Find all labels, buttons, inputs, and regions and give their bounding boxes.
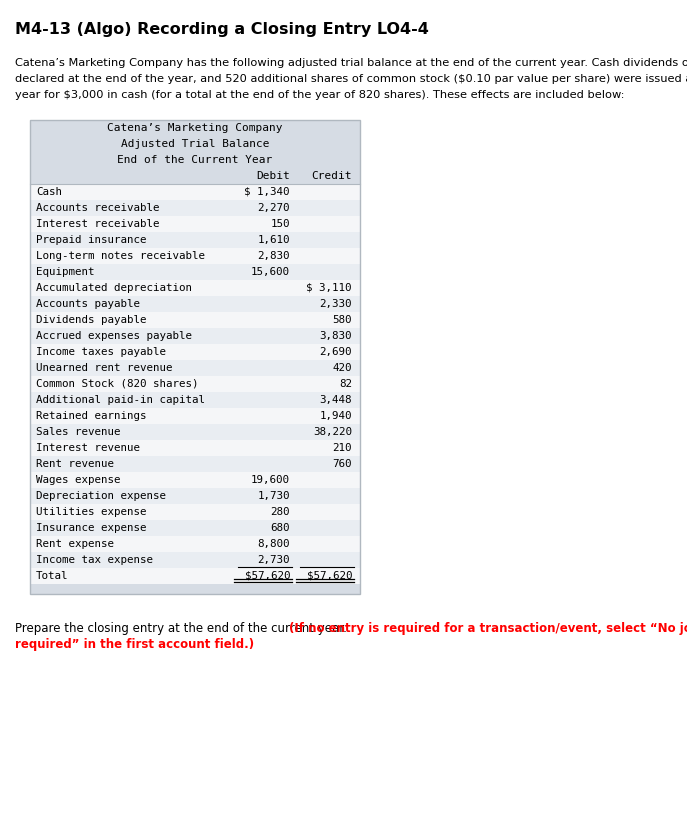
Text: Accounts receivable: Accounts receivable: [36, 203, 159, 213]
Text: End of the Current Year: End of the Current Year: [117, 155, 273, 165]
Text: 680: 680: [271, 523, 290, 533]
Text: Accrued expenses payable: Accrued expenses payable: [36, 331, 192, 341]
Bar: [30, 248, 360, 264]
Bar: [30, 120, 360, 594]
Text: year for $3,000 in cash (for a total at the end of the year of 820 shares). Thes: year for $3,000 in cash (for a total at …: [15, 90, 624, 100]
Text: 3,830: 3,830: [319, 331, 352, 341]
Text: $57,620: $57,620: [306, 571, 352, 581]
Text: Catena’s Marketing Company: Catena’s Marketing Company: [107, 123, 283, 133]
Bar: [30, 184, 360, 200]
Bar: [30, 536, 360, 552]
Bar: [30, 552, 360, 568]
Text: Unearned rent revenue: Unearned rent revenue: [36, 363, 172, 373]
Text: Utilities expense: Utilities expense: [36, 507, 146, 517]
Text: 1,610: 1,610: [258, 235, 290, 245]
Text: 1,730: 1,730: [258, 491, 290, 501]
Bar: [30, 344, 360, 360]
Text: 580: 580: [333, 315, 352, 325]
Text: Insurance expense: Insurance expense: [36, 523, 146, 533]
Bar: [30, 584, 360, 594]
Text: Additional paid-in capital: Additional paid-in capital: [36, 395, 205, 405]
Text: Interest receivable: Interest receivable: [36, 219, 159, 229]
Text: M4-13 (Algo) Recording a Closing Entry LO4-4: M4-13 (Algo) Recording a Closing Entry L…: [15, 22, 429, 37]
Text: Rent expense: Rent expense: [36, 539, 114, 549]
Text: 2,830: 2,830: [258, 251, 290, 261]
Bar: [30, 392, 360, 408]
Text: 420: 420: [333, 363, 352, 373]
Bar: [30, 120, 360, 184]
Bar: [30, 216, 360, 232]
Text: Income taxes payable: Income taxes payable: [36, 347, 166, 357]
Text: Catena’s Marketing Company has the following adjusted trial balance at the end o: Catena’s Marketing Company has the follo…: [15, 58, 687, 68]
Bar: [30, 424, 360, 440]
Bar: [30, 456, 360, 472]
Text: Total: Total: [36, 571, 69, 581]
Text: 3,448: 3,448: [319, 395, 352, 405]
Text: Wages expense: Wages expense: [36, 475, 120, 485]
Text: 210: 210: [333, 443, 352, 453]
Bar: [30, 360, 360, 376]
Text: Adjusted Trial Balance: Adjusted Trial Balance: [121, 139, 269, 149]
Bar: [30, 568, 360, 584]
Text: declared at the end of the year, and 520 additional shares of common stock ($0.1: declared at the end of the year, and 520…: [15, 74, 687, 84]
Text: Common Stock (820 shares): Common Stock (820 shares): [36, 379, 199, 389]
Text: Prepare the closing entry at the end of the current year.: Prepare the closing entry at the end of …: [15, 622, 350, 635]
Text: $ 3,110: $ 3,110: [306, 283, 352, 293]
Text: 19,600: 19,600: [251, 475, 290, 485]
Text: 150: 150: [271, 219, 290, 229]
Text: 760: 760: [333, 459, 352, 469]
Text: 2,270: 2,270: [258, 203, 290, 213]
Bar: [30, 232, 360, 248]
Text: $ 1,340: $ 1,340: [245, 187, 290, 197]
Text: 1,940: 1,940: [319, 411, 352, 421]
Text: required” in the first account field.): required” in the first account field.): [15, 638, 254, 651]
Bar: [30, 520, 360, 536]
Bar: [30, 408, 360, 424]
Text: Debit: Debit: [256, 171, 290, 181]
Text: Accumulated depreciation: Accumulated depreciation: [36, 283, 192, 293]
Bar: [30, 296, 360, 312]
Text: $57,620: $57,620: [245, 571, 290, 581]
Text: 8,800: 8,800: [258, 539, 290, 549]
Text: Cash: Cash: [36, 187, 62, 197]
Bar: [30, 440, 360, 456]
Text: Long-term notes receivable: Long-term notes receivable: [36, 251, 205, 261]
Text: Equipment: Equipment: [36, 267, 95, 277]
Text: Rent revenue: Rent revenue: [36, 459, 114, 469]
Text: Prepaid insurance: Prepaid insurance: [36, 235, 146, 245]
Text: 15,600: 15,600: [251, 267, 290, 277]
Text: Credit: Credit: [311, 171, 352, 181]
Bar: [30, 264, 360, 280]
Bar: [30, 312, 360, 328]
Text: 2,690: 2,690: [319, 347, 352, 357]
Text: Depreciation expense: Depreciation expense: [36, 491, 166, 501]
Bar: [30, 472, 360, 488]
Text: 280: 280: [271, 507, 290, 517]
Text: Sales revenue: Sales revenue: [36, 427, 120, 437]
Bar: [30, 200, 360, 216]
Text: Dividends payable: Dividends payable: [36, 315, 146, 325]
Text: 38,220: 38,220: [313, 427, 352, 437]
Text: 2,730: 2,730: [258, 555, 290, 565]
Bar: [30, 488, 360, 504]
Text: Accounts payable: Accounts payable: [36, 299, 140, 309]
Bar: [30, 376, 360, 392]
Text: (If no entry is required for a transaction/event, select “No journal entry: (If no entry is required for a transacti…: [289, 622, 687, 635]
Text: Interest revenue: Interest revenue: [36, 443, 140, 453]
Bar: [30, 504, 360, 520]
Text: 82: 82: [339, 379, 352, 389]
Text: 2,330: 2,330: [319, 299, 352, 309]
Bar: [30, 280, 360, 296]
Text: Income tax expense: Income tax expense: [36, 555, 153, 565]
Text: Retained earnings: Retained earnings: [36, 411, 146, 421]
Bar: [30, 328, 360, 344]
